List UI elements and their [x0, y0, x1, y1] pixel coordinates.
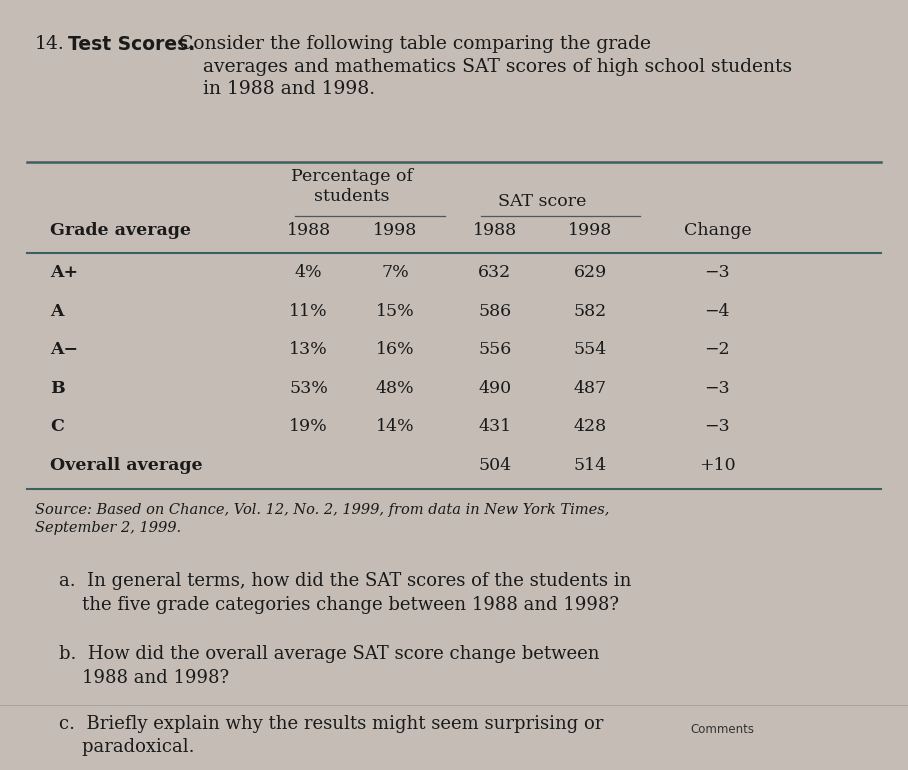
Text: 487: 487 — [574, 380, 607, 397]
Text: −2: −2 — [705, 341, 730, 358]
Text: −3: −3 — [705, 380, 730, 397]
Text: 632: 632 — [479, 264, 511, 281]
Text: 554: 554 — [574, 341, 607, 358]
Text: C: C — [50, 418, 64, 435]
Text: 15%: 15% — [376, 303, 414, 320]
Text: −3: −3 — [705, 418, 730, 435]
Text: 7%: 7% — [381, 264, 409, 281]
Text: 16%: 16% — [376, 341, 414, 358]
Text: 53%: 53% — [290, 380, 328, 397]
Text: 48%: 48% — [376, 380, 414, 397]
Text: Change: Change — [684, 222, 751, 239]
Text: 19%: 19% — [290, 418, 328, 435]
Text: 1998: 1998 — [568, 222, 612, 239]
Text: +10: +10 — [699, 457, 735, 474]
Text: a.  In general terms, how did the SAT scores of the students in
    the five gra: a. In general terms, how did the SAT sco… — [59, 572, 631, 614]
Text: Consider the following table comparing the grade
     averages and mathematics S: Consider the following table comparing t… — [173, 35, 792, 99]
Text: Grade average: Grade average — [50, 222, 191, 239]
Text: 490: 490 — [479, 380, 511, 397]
Text: B: B — [50, 380, 64, 397]
Text: 582: 582 — [574, 303, 607, 320]
Text: Source: Based on Chance, Vol. 12, No. 2, 1999, from data in New York Times,
Sept: Source: Based on Chance, Vol. 12, No. 2,… — [35, 503, 609, 535]
Text: 431: 431 — [479, 418, 511, 435]
Text: 586: 586 — [479, 303, 511, 320]
Text: Test Scores.: Test Scores. — [68, 35, 195, 54]
Text: 1988: 1988 — [287, 222, 331, 239]
Text: 504: 504 — [479, 457, 511, 474]
Text: 1998: 1998 — [373, 222, 417, 239]
Text: 428: 428 — [574, 418, 607, 435]
Text: Overall average: Overall average — [50, 457, 202, 474]
Text: Percentage of
students: Percentage of students — [291, 168, 413, 205]
Text: 4%: 4% — [295, 264, 322, 281]
Text: Comments: Comments — [690, 724, 754, 736]
Text: 14%: 14% — [376, 418, 414, 435]
Text: −3: −3 — [705, 264, 730, 281]
Text: A: A — [50, 303, 64, 320]
Text: b.  How did the overall average SAT score change between
    1988 and 1998?: b. How did the overall average SAT score… — [59, 645, 599, 687]
Text: 11%: 11% — [290, 303, 328, 320]
Text: 14.: 14. — [35, 35, 64, 52]
Text: A−: A− — [50, 341, 78, 358]
Text: 629: 629 — [574, 264, 607, 281]
Text: SAT score: SAT score — [498, 192, 587, 209]
Text: A+: A+ — [50, 264, 78, 281]
Text: 514: 514 — [574, 457, 607, 474]
Text: 1988: 1988 — [473, 222, 517, 239]
Text: 556: 556 — [479, 341, 511, 358]
Text: 13%: 13% — [290, 341, 328, 358]
Text: c.  Briefly explain why the results might seem surprising or
    paradoxical.: c. Briefly explain why the results might… — [59, 715, 604, 756]
Text: −4: −4 — [705, 303, 730, 320]
